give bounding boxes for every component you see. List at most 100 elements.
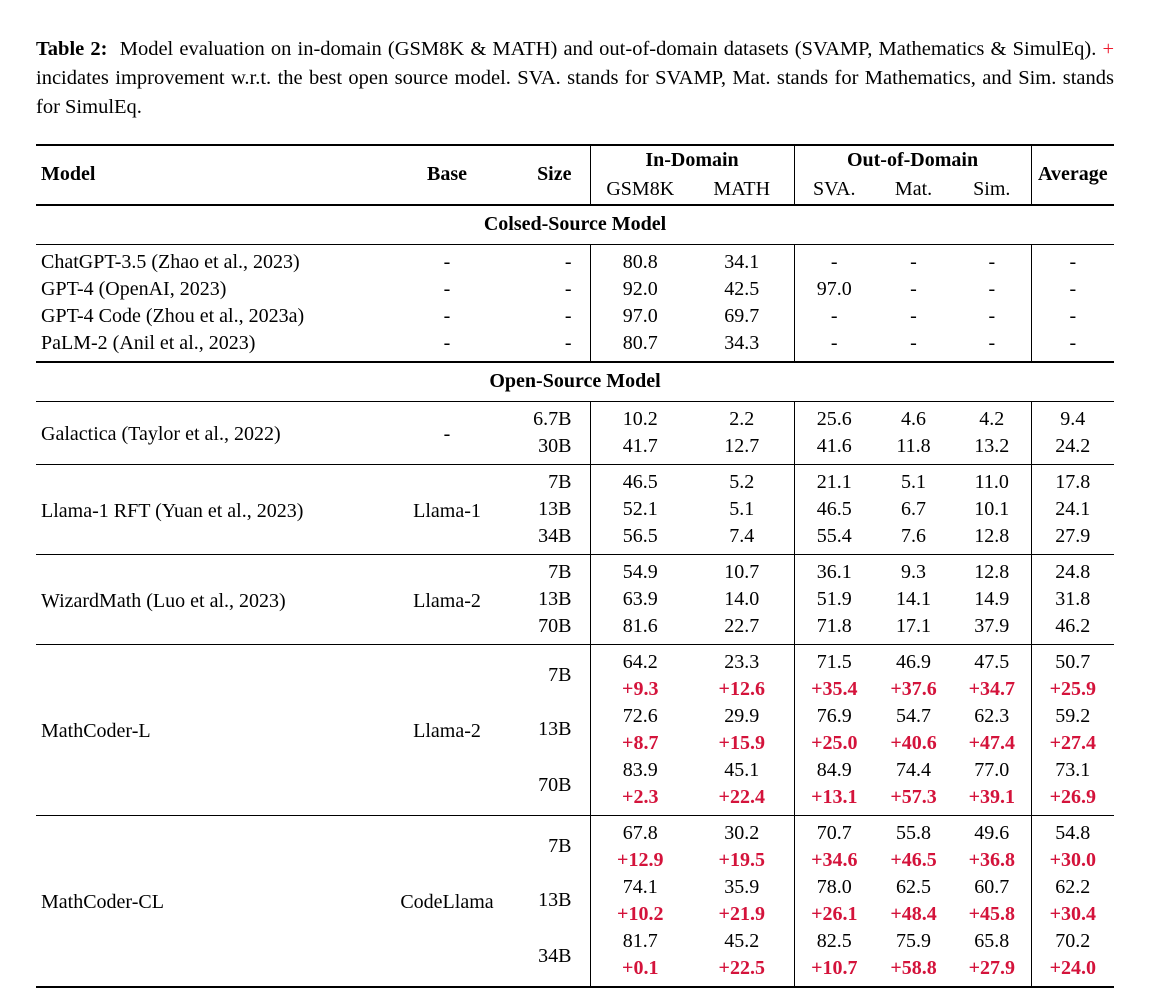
size-cell: 34B (538, 524, 572, 547)
size-cell: 7B (500, 814, 590, 874)
model-cell: MathCoder-CL (36, 814, 394, 987)
table-row-delta: +12.9 +19.5 +34.6 +46.5 +36.8 +30.0 (36, 846, 1115, 874)
table-row: 13B 74.1 35.9 78.0 62.5 60.7 62.2 (36, 873, 1115, 911)
score-cell: 5.1 (729, 497, 755, 520)
score-cell: 5.1 (874, 463, 954, 496)
table-row: MathCoder-L Llama-2 7B 64.2 23.3 71.5 46… (36, 643, 1115, 815)
score-cell: - (910, 277, 917, 300)
size-cell: 7B (500, 553, 590, 586)
score-cell: 55.4 (793, 522, 875, 554)
col-header-base: Base (394, 144, 500, 206)
model-cell: Llama-1 RFT (Yuan et al., 2023) (36, 463, 394, 554)
col-header-model: Model (36, 144, 394, 206)
score-cell: 24.2 (1030, 432, 1115, 464)
table-caption: Table 2: Model evaluation on in-domain (… (36, 35, 1114, 122)
score-cell: - (910, 331, 917, 354)
table-row: 70B 81.6 22.7 71.8 17.1 37.9 46.2 (36, 612, 1115, 644)
score-cell: 69.7 (724, 304, 760, 327)
score-cell: 97.0 (793, 275, 875, 303)
score-cell: 73.1 (1030, 756, 1115, 784)
size-cell: 70B (538, 774, 572, 796)
score-cell: 84.9 (793, 756, 875, 784)
score-cell: 52.1 (589, 495, 690, 523)
delta-cell: +25.0 (793, 729, 875, 757)
score-cell: 62.5 (896, 875, 932, 898)
score-cell: 81.7 (589, 927, 690, 955)
score-cell: 62.3 (974, 704, 1010, 727)
score-cell: 34.1 (724, 250, 760, 273)
score-cell: 6.7 (901, 497, 927, 520)
delta-cell: +0.1 (589, 954, 690, 987)
size-cell: 13B (538, 718, 572, 740)
delta-cell: +30.4 (1030, 900, 1115, 928)
table-row: Llama-1 RFT (Yuan et al., 2023) Llama-1 … (36, 463, 1115, 554)
delta-cell: +27.9 (968, 956, 1015, 979)
delta-cell: +40.6 (890, 731, 937, 754)
score-cell: 54.8 (1030, 814, 1115, 847)
base-cell: - (443, 277, 451, 300)
score-cell: 74.1 (589, 873, 690, 901)
score-cell: 14.9 (974, 587, 1010, 610)
score-cell: 23.3 (690, 643, 795, 676)
score-cell: 13.2 (974, 434, 1010, 457)
score-cell: 42.5 (724, 277, 760, 300)
section-title: Open-Source Model (36, 360, 1115, 402)
score-cell: 67.8 (589, 814, 690, 847)
base-cell: Llama-1 (394, 463, 500, 554)
score-cell: 81.6 (589, 612, 690, 644)
score-cell: 50.7 (1030, 643, 1115, 676)
score-cell: 71.5 (793, 643, 875, 676)
delta-cell: +19.5 (718, 848, 765, 871)
score-cell: 9.4 (1030, 401, 1115, 433)
score-cell: 77.0 (974, 758, 1010, 781)
score-cell: 31.8 (1030, 585, 1115, 613)
score-cell: 9.3 (874, 553, 954, 586)
score-cell: 78.0 (793, 873, 875, 901)
score-cell: 62.2 (1030, 873, 1115, 901)
delta-cell: +8.7 (589, 729, 690, 757)
col-header-math: MATH (690, 174, 795, 206)
model-cell: PaLM-2 (Anil et al., 2023) (41, 331, 256, 354)
score-cell: - (988, 250, 996, 273)
table-row: 13B 52.1 5.1 46.5 6.7 10.1 24.1 (36, 495, 1115, 523)
delta-cell: +39.1 (968, 785, 1015, 808)
table-row: ChatGPT-3.5 (Zhao et al., 2023) - - 80.8… (36, 244, 1115, 276)
score-cell: 24.8 (1030, 553, 1115, 586)
score-cell: 24.1 (1030, 495, 1115, 523)
table-row: 13B 63.9 14.0 51.9 14.1 14.9 31.8 (36, 585, 1115, 613)
model-cell: GPT-4 Code (Zhou et al., 2023a) (41, 304, 305, 327)
delta-cell: +36.8 (968, 848, 1015, 871)
base-cell: - (443, 304, 451, 327)
score-cell: 27.9 (1030, 522, 1115, 554)
table-row: Galactica (Taylor et al., 2022) - 6.7B 1… (36, 401, 1115, 445)
delta-cell: +13.1 (793, 783, 875, 815)
size-cell: - (564, 304, 572, 327)
delta-cell: +10.2 (589, 900, 690, 928)
score-cell: 64.2 (589, 643, 690, 676)
score-cell: - (910, 250, 917, 273)
score-cell: - (1030, 302, 1115, 330)
caption-text-after: incidates improvement w.r.t. the best op… (36, 66, 1114, 118)
size-cell: 13B (538, 587, 572, 610)
score-cell: - (793, 302, 875, 330)
score-cell: 4.2 (979, 407, 1005, 430)
base-cell: Llama-2 (394, 643, 500, 815)
score-cell: - (793, 244, 875, 276)
score-cell: 29.9 (724, 704, 760, 727)
score-cell: 12.8 (953, 553, 1032, 586)
score-cell: - (988, 277, 996, 300)
score-cell: - (1030, 244, 1115, 276)
caption-text-before: Model evaluation on in-domain (GSM8K & M… (119, 37, 1097, 60)
score-cell: 74.4 (896, 758, 932, 781)
base-cell: - (443, 331, 451, 354)
score-cell: 46.5 (793, 495, 875, 523)
score-cell: 30.2 (690, 814, 795, 847)
score-cell: 83.9 (589, 756, 690, 784)
score-cell: 41.7 (589, 432, 690, 464)
score-cell: 46.5 (589, 463, 690, 496)
score-cell: 51.9 (793, 585, 875, 613)
score-cell: 65.8 (974, 929, 1010, 952)
caption-label: Table 2: (36, 37, 108, 60)
delta-cell: +35.4 (793, 675, 875, 703)
